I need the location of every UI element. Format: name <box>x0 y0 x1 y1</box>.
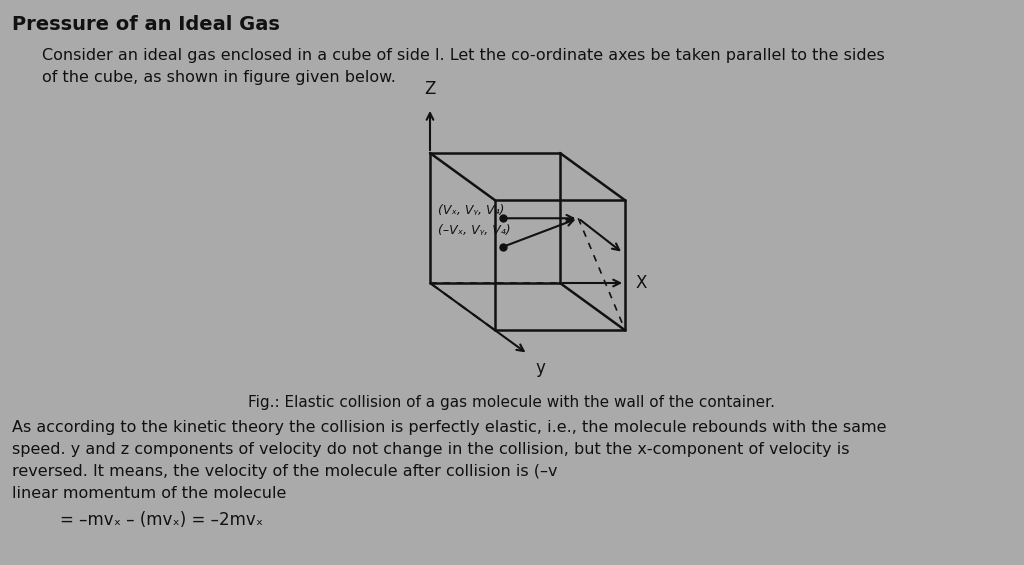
Text: linear momentum of the molecule: linear momentum of the molecule <box>12 486 287 501</box>
Text: (–Vₓ, Vᵧ, V₄): (–Vₓ, Vᵧ, V₄) <box>438 224 511 237</box>
Text: Pressure of an Ideal Gas: Pressure of an Ideal Gas <box>12 15 280 34</box>
Text: reversed. It means, the velocity of the molecule after collision is (–v: reversed. It means, the velocity of the … <box>12 464 557 479</box>
Text: Consider an ideal gas enclosed in a cube of side l. Let the co-ordinate axes be : Consider an ideal gas enclosed in a cube… <box>42 48 885 63</box>
Text: of the cube, as shown in figure given below.: of the cube, as shown in figure given be… <box>42 70 396 85</box>
Text: = –mvₓ – (mvₓ) = –2mvₓ: = –mvₓ – (mvₓ) = –2mvₓ <box>60 511 263 529</box>
Text: Z: Z <box>424 80 435 98</box>
Text: Fig.: Elastic collision of a gas molecule with the wall of the container.: Fig.: Elastic collision of a gas molecul… <box>249 395 775 410</box>
Text: speed. y and z components of velocity do not change in the collision, but the x-: speed. y and z components of velocity do… <box>12 442 850 457</box>
Text: X: X <box>635 274 646 292</box>
Text: As according to the kinetic theory the collision is perfectly elastic, i.e., the: As according to the kinetic theory the c… <box>12 420 887 435</box>
Text: y: y <box>536 359 546 377</box>
Text: (Vₓ, Vᵧ, V₄): (Vₓ, Vᵧ, V₄) <box>438 204 504 217</box>
